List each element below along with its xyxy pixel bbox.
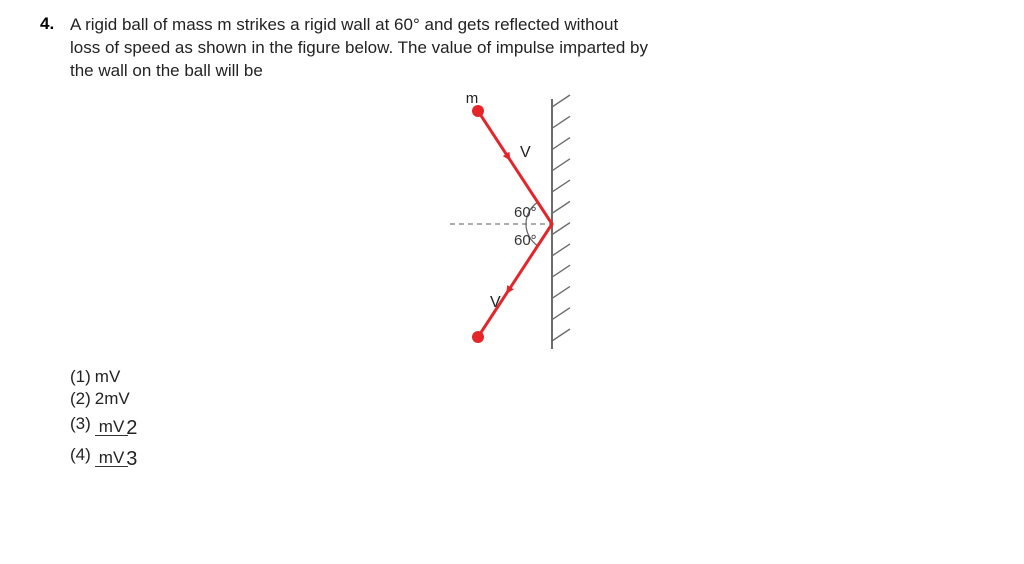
question-line-2: loss of speed as shown in the figure bel… xyxy=(70,37,648,60)
options-list: (1) mV (2) 2mV (3) mV 2 (4) mV 3 xyxy=(70,367,984,467)
svg-text:60°: 60° xyxy=(514,204,537,221)
option-3-paren: (3) xyxy=(70,414,91,434)
option-3-den: 2 xyxy=(126,417,137,440)
option-2-value: 2mV xyxy=(95,389,130,409)
question-line-1: A rigid ball of mass m strikes a rigid w… xyxy=(70,14,648,37)
question-text: A rigid ball of mass m strikes a rigid w… xyxy=(70,14,648,83)
option-4: (4) mV 3 xyxy=(70,444,984,467)
question-number: 4. xyxy=(40,14,70,34)
question-line-3: the wall on the ball will be xyxy=(70,60,648,83)
option-2: (2) 2mV xyxy=(70,389,984,409)
svg-text:V: V xyxy=(490,294,501,311)
option-2-paren: (2) xyxy=(70,389,91,409)
option-3: (3) mV 2 xyxy=(70,413,984,436)
option-4-value: mV 3 xyxy=(95,444,140,467)
option-4-num: mV xyxy=(95,449,129,467)
option-1: (1) mV xyxy=(70,367,984,387)
option-3-value: mV 2 xyxy=(95,413,140,436)
svg-text:60°: 60° xyxy=(514,232,537,249)
option-1-paren: (1) xyxy=(70,367,91,387)
option-1-value: mV xyxy=(95,367,121,387)
option-4-paren: (4) xyxy=(70,445,91,465)
option-3-num: mV xyxy=(95,418,129,436)
option-4-den: 3 xyxy=(126,448,137,471)
svg-text:m: m xyxy=(466,90,479,107)
physics-diagram: 60° 60° Vm V xyxy=(392,89,632,359)
svg-text:V: V xyxy=(520,144,531,161)
